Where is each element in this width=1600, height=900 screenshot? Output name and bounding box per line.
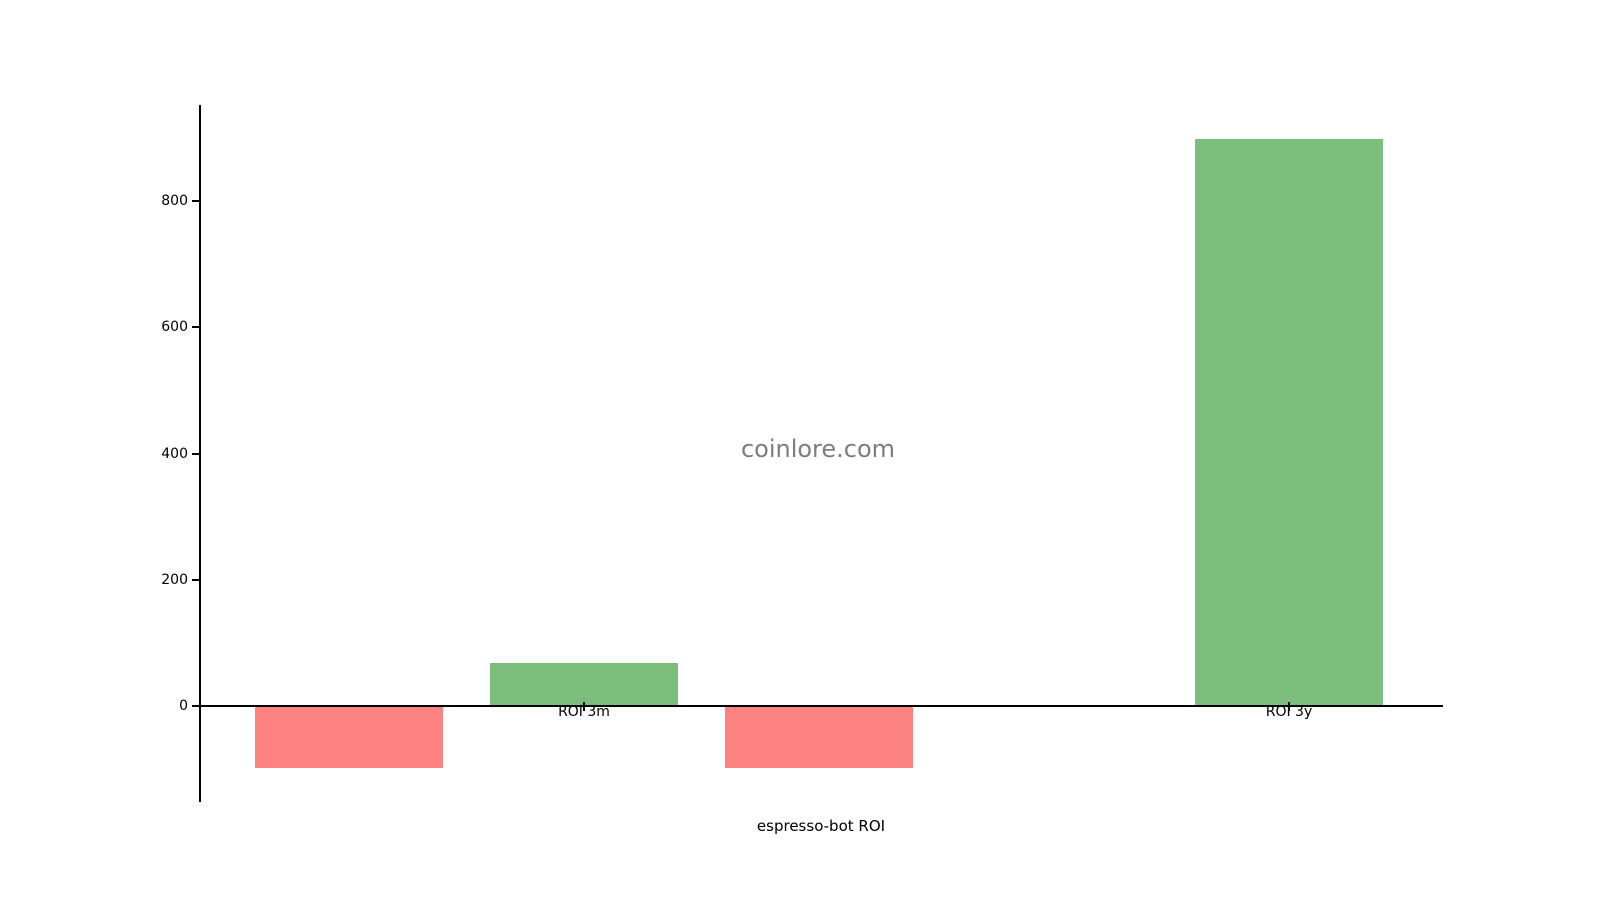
bar-roi-3m bbox=[490, 663, 678, 707]
y-tick-label-200: 200 bbox=[161, 571, 188, 588]
x-tick-label-roi-3y: ROI 3y bbox=[1265, 704, 1313, 720]
y-tick-400 bbox=[192, 452, 199, 455]
y-tick-600 bbox=[192, 326, 199, 329]
watermark-text: coinlore.com bbox=[740, 435, 896, 463]
x-tick-roi-3y bbox=[1288, 702, 1290, 711]
x-tick-roi-3m bbox=[583, 702, 585, 711]
y-axis-line bbox=[199, 105, 201, 802]
y-tick-0 bbox=[192, 705, 199, 708]
x-axis-zero-line bbox=[199, 705, 1443, 707]
bar-roi-3y bbox=[1195, 139, 1383, 707]
x-tick-label-roi-3m: ROI 3m bbox=[558, 704, 610, 720]
y-tick-800 bbox=[192, 199, 199, 202]
bar-slot-0 bbox=[255, 706, 443, 768]
y-tick-label-0: 0 bbox=[179, 698, 188, 715]
bar-slot-2 bbox=[725, 706, 913, 768]
y-tick-200 bbox=[192, 578, 199, 581]
y-tick-label-600: 600 bbox=[161, 319, 188, 336]
y-tick-label-800: 800 bbox=[161, 192, 188, 209]
y-tick-label-400: 400 bbox=[161, 445, 188, 462]
chart-xlabel: espresso-bot ROI bbox=[756, 817, 886, 835]
